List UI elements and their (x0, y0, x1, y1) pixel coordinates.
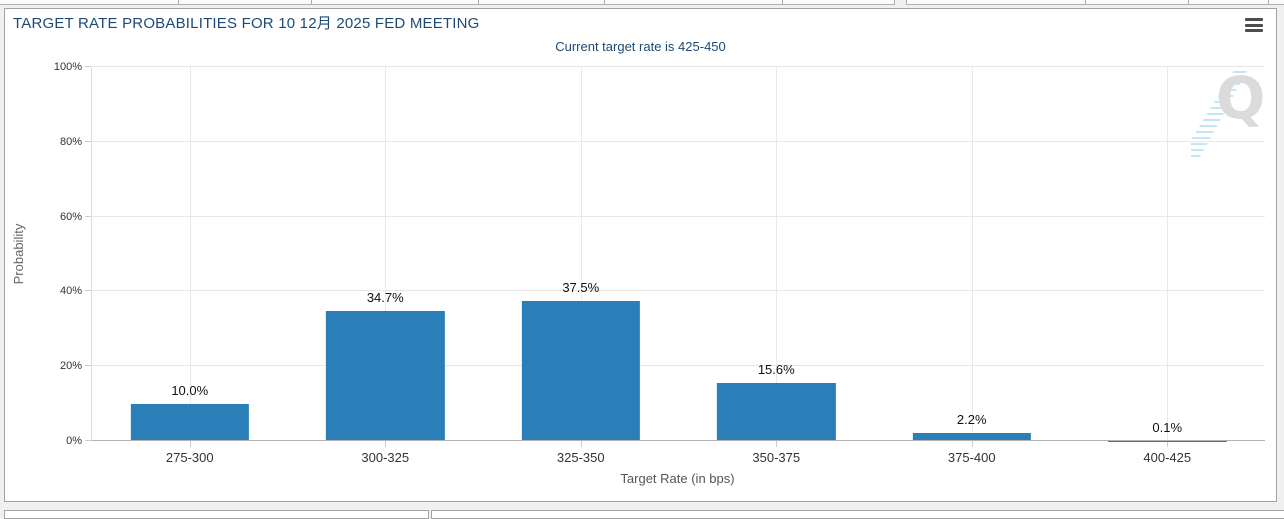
top-strip-divider (178, 0, 179, 5)
bottom-panel-partial-left (4, 510, 429, 519)
fedwatch-chart-panel: TARGET RATE PROBABILITIES FOR 10 12月 202… (4, 8, 1277, 502)
horizontal-gridline (92, 141, 1265, 142)
y-tick-label: 40% (60, 285, 82, 297)
bar-300-325[interactable] (326, 311, 444, 441)
vertical-gridline (972, 67, 973, 441)
bar-value-label: 37.5% (463, 280, 699, 295)
x-tick-mark (1167, 441, 1168, 447)
horizontal-gridline (92, 216, 1265, 217)
chart-subtitle: Current target rate is 425-450 (5, 39, 1276, 54)
top-strip-divider (1085, 0, 1086, 5)
top-strip-divider (604, 0, 605, 5)
x-tick-mark (385, 441, 386, 447)
y-tick-label: 0% (66, 435, 82, 447)
x-axis-line (92, 440, 1265, 441)
x-axis-title: Target Rate (in bps) (91, 471, 1264, 486)
top-strip-divider (1188, 0, 1189, 5)
bar-350-375[interactable] (717, 383, 835, 441)
bar-325-350[interactable] (522, 301, 640, 441)
bar-275-300[interactable] (131, 404, 249, 441)
bar-value-label: 10.0% (72, 383, 308, 398)
category-slot: 2.2%375-400 (874, 67, 1070, 441)
y-tick-label: 100% (54, 61, 82, 73)
watermark-q-logo: Q (1216, 69, 1265, 127)
top-strip-cells-left[interactable] (0, 0, 895, 5)
x-category-label: 400-425 (1050, 450, 1284, 465)
top-strip-cells-right[interactable] (906, 0, 1284, 5)
bar-value-label: 0.1% (1050, 420, 1284, 435)
bar-value-label: 15.6% (659, 362, 895, 377)
horizontal-gridline (92, 66, 1265, 67)
chart-title: TARGET RATE PROBABILITIES FOR 10 12月 202… (13, 12, 480, 33)
x-tick-mark (972, 441, 973, 447)
top-strip-divider (782, 0, 783, 5)
bottom-panel-partial-right (431, 510, 1284, 519)
category-slot: 15.6%350-375 (679, 67, 875, 441)
category-slot: 10.0%275-300 (92, 67, 288, 441)
hamburger-menu-icon[interactable] (1245, 18, 1263, 33)
y-tick-label: 80% (60, 136, 82, 148)
top-strip-divider (311, 0, 312, 5)
category-slot: 34.7%300-325 (288, 67, 484, 441)
y-tick-label: 60% (60, 211, 82, 223)
top-strip-divider (1268, 0, 1269, 5)
x-tick-mark (581, 441, 582, 447)
vertical-gridline (1167, 67, 1168, 441)
y-tick-label: 20% (60, 360, 82, 372)
x-tick-mark (776, 441, 777, 447)
x-tick-mark (190, 441, 191, 447)
category-slot: 37.5%325-350 (483, 67, 679, 441)
top-strip-divider (478, 0, 479, 5)
